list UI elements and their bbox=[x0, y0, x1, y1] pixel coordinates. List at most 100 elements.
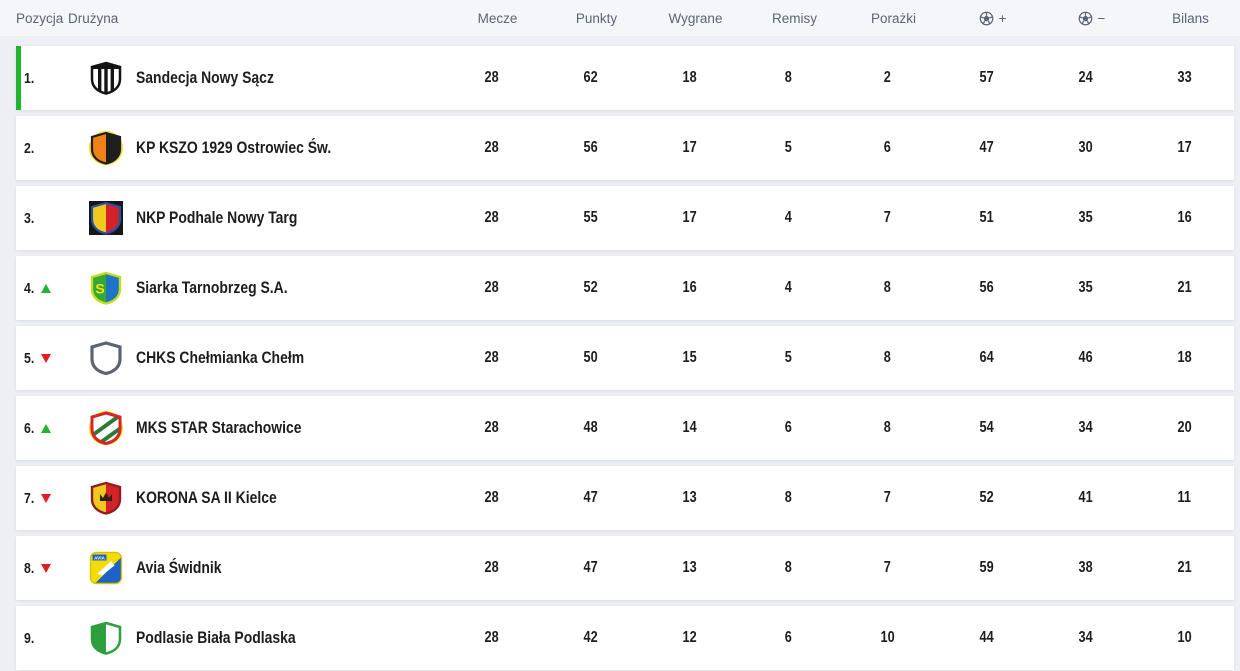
stat-wins: 14 bbox=[640, 396, 739, 460]
stat-value: 20 bbox=[1177, 419, 1192, 436]
table-header-row: Pozycja Drużyna Mecze Punkty Wygrane Remisy… bbox=[0, 0, 1240, 36]
table-row[interactable]: 4. S Siarka Tarnobrzeg S.A. 28 52 16 4 8 56 35 21 bbox=[16, 256, 1234, 320]
stat-points: 55 bbox=[541, 186, 640, 250]
stat-balance: 17 bbox=[1135, 116, 1234, 180]
stat-goals-against: 34 bbox=[1036, 606, 1135, 670]
team-logo bbox=[80, 620, 132, 656]
position-cell: 5. bbox=[16, 350, 80, 367]
stat-cells: 28 55 17 4 7 51 35 16 bbox=[442, 186, 1234, 250]
column-header-label: Bilans bbox=[1172, 10, 1209, 26]
stat-goals-against: 46 bbox=[1036, 326, 1135, 390]
stat-wins: 13 bbox=[640, 536, 739, 600]
column-header-losses: Porażki bbox=[844, 0, 943, 36]
table-row[interactable]: 2. KP KSZO 1929 Ostrowiec Św. 28 56 17 5 6 47 30… bbox=[16, 116, 1234, 180]
column-header-goals-for: + bbox=[943, 0, 1042, 36]
table-row[interactable]: 8. AVIA Avia Świdnik 28 47 13 8 7 59 38 21 bbox=[16, 536, 1234, 600]
stat-goals-against: 38 bbox=[1036, 536, 1135, 600]
team-name-cell: MKS STAR Starachowice bbox=[132, 418, 442, 438]
position-cell: 2. bbox=[16, 140, 80, 157]
stat-value: 56 bbox=[979, 279, 994, 296]
table-row[interactable]: 7. KORONA SA II Kielce 28 47 13 8 7 52 41 11 bbox=[16, 466, 1234, 530]
table-row[interactable]: 6. MKS STAR Starachowice 28 48 14 6 8 54 34 20 bbox=[16, 396, 1234, 460]
stat-losses: 7 bbox=[838, 466, 937, 530]
stat-goals-against: 24 bbox=[1036, 46, 1135, 110]
stat-draws: 8 bbox=[739, 46, 838, 110]
team-name: Podlasie Biała Podlaska bbox=[136, 628, 296, 647]
table-row[interactable]: 3. NKP Podhale Nowy Targ 28 55 17 4 7 51 35 16 bbox=[16, 186, 1234, 250]
stat-cells: 28 47 13 8 7 59 38 21 bbox=[442, 536, 1234, 600]
stat-value: 7 bbox=[883, 209, 892, 226]
stat-points: 47 bbox=[541, 466, 640, 530]
stat-value: 50 bbox=[583, 349, 598, 366]
stat-balance: 33 bbox=[1135, 46, 1234, 110]
position-number: 7. bbox=[24, 489, 35, 507]
position-number: 1. bbox=[24, 69, 35, 87]
stat-value: 28 bbox=[484, 139, 499, 156]
stat-value: 51 bbox=[979, 209, 994, 226]
stat-points: 48 bbox=[541, 396, 640, 460]
stat-value: 4 bbox=[784, 209, 793, 226]
stat-draws: 5 bbox=[739, 116, 838, 180]
column-header-position: Pozycja bbox=[16, 10, 64, 26]
stat-cells: 28 52 16 4 8 56 35 21 bbox=[442, 256, 1234, 320]
stat-cells: 28 56 17 5 6 47 30 17 bbox=[442, 116, 1234, 180]
stat-value: 28 bbox=[484, 279, 499, 296]
soccer-ball-icon bbox=[979, 11, 994, 26]
team-name: KORONA SA II Kielce bbox=[136, 488, 277, 507]
stat-value: 57 bbox=[979, 69, 994, 86]
stat-balance: 21 bbox=[1135, 536, 1234, 600]
column-header-label: Wygrane bbox=[668, 10, 723, 26]
position-cell: 9. bbox=[16, 630, 80, 647]
team-name-cell: NKP Podhale Nowy Targ bbox=[132, 208, 442, 228]
stat-value: 41 bbox=[1078, 489, 1093, 506]
stat-value: 16 bbox=[1177, 209, 1192, 226]
stat-points: 47 bbox=[541, 536, 640, 600]
stat-draws: 4 bbox=[739, 256, 838, 320]
stat-cells: 28 48 14 6 8 54 34 20 bbox=[442, 396, 1234, 460]
stat-balance: 11 bbox=[1135, 466, 1234, 530]
stat-value: 34 bbox=[1078, 419, 1093, 436]
team-name-cell: KORONA SA II Kielce bbox=[132, 488, 442, 508]
stat-losses: 10 bbox=[838, 606, 937, 670]
table-row[interactable]: 5. CHKS Chełmianka Chełm 28 50 15 5 8 64 46 18 bbox=[16, 326, 1234, 390]
stat-value: 46 bbox=[1078, 349, 1093, 366]
stat-value: 10 bbox=[1177, 629, 1192, 646]
team-name: Siarka Tarnobrzeg S.A. bbox=[136, 278, 288, 297]
stat-value: 18 bbox=[1177, 349, 1192, 366]
team-name-cell: KP KSZO 1929 Ostrowiec Św. bbox=[132, 138, 442, 158]
soccer-ball-icon bbox=[1078, 11, 1093, 26]
table-row[interactable]: 1. Sandecja Nowy Sącz 28 62 18 8 2 57 24 33 bbox=[16, 46, 1234, 110]
stat-value: 17 bbox=[682, 209, 697, 226]
team-name-cell: Sandecja Nowy Sącz bbox=[132, 68, 442, 88]
team-name: Avia Świdnik bbox=[136, 558, 222, 577]
column-header-matches: Mecze bbox=[448, 0, 547, 36]
position-cell: 6. bbox=[16, 420, 80, 437]
position-number: 8. bbox=[24, 559, 35, 577]
stat-value: 8 bbox=[784, 69, 793, 86]
stat-value: 28 bbox=[484, 349, 499, 366]
stat-points: 62 bbox=[541, 46, 640, 110]
stat-value: 6 bbox=[784, 629, 793, 646]
stat-goals-for: 59 bbox=[937, 536, 1036, 600]
stat-value: 47 bbox=[583, 559, 598, 576]
stat-wins: 16 bbox=[640, 256, 739, 320]
stat-points: 50 bbox=[541, 326, 640, 390]
stat-goals-for: 54 bbox=[937, 396, 1036, 460]
stat-value: 47 bbox=[979, 139, 994, 156]
stat-value: 52 bbox=[979, 489, 994, 506]
team-name: NKP Podhale Nowy Targ bbox=[136, 208, 298, 227]
stat-cells: 28 62 18 8 2 57 24 33 bbox=[442, 46, 1234, 110]
stat-value: 34 bbox=[1078, 629, 1093, 646]
stat-value: 16 bbox=[682, 279, 697, 296]
team-logo: AVIA bbox=[80, 550, 132, 586]
stat-wins: 12 bbox=[640, 606, 739, 670]
stat-losses: 8 bbox=[838, 256, 937, 320]
team-name-cell: CHKS Chełmianka Chełm bbox=[132, 348, 442, 368]
trend-down-icon bbox=[40, 564, 51, 573]
stat-value: 38 bbox=[1078, 559, 1093, 576]
column-header-label: − bbox=[1097, 10, 1106, 26]
stat-value: 7 bbox=[883, 489, 892, 506]
table-row[interactable]: 9. Podlasie Biała Podlaska 28 42 12 6 10 44 34 10 bbox=[16, 606, 1234, 670]
stat-matches: 28 bbox=[442, 606, 541, 670]
stat-matches: 28 bbox=[442, 396, 541, 460]
